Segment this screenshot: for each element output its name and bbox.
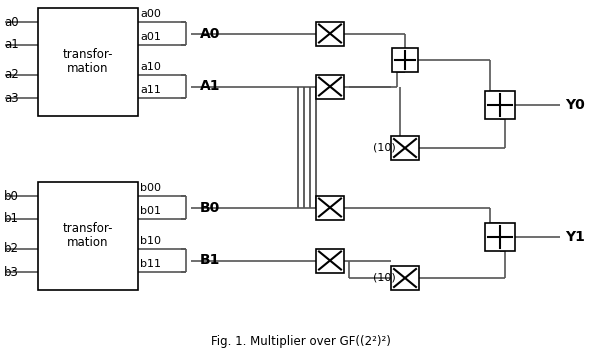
Bar	[485, 91, 515, 119]
Text: b01: b01	[140, 206, 161, 216]
Text: a01: a01	[140, 32, 161, 42]
Text: transfor-: transfor-	[63, 223, 113, 235]
Text: mation: mation	[67, 63, 109, 75]
Bar	[316, 195, 344, 219]
Bar	[391, 266, 419, 290]
Text: b2: b2	[4, 242, 19, 256]
Text: B1: B1	[200, 253, 220, 268]
Text: a3: a3	[4, 91, 19, 104]
Bar	[38, 182, 138, 290]
Text: a2: a2	[4, 69, 19, 81]
Text: b00: b00	[140, 183, 161, 193]
Text: a0: a0	[4, 16, 19, 29]
Text: B0: B0	[200, 200, 220, 215]
Text: (10): (10)	[373, 143, 396, 153]
Text: Fig. 1. Multiplier over GF((2²)²): Fig. 1. Multiplier over GF((2²)²)	[211, 336, 391, 348]
Text: A0: A0	[200, 27, 220, 40]
Text: b3: b3	[4, 266, 19, 279]
Bar	[316, 22, 344, 46]
Bar	[316, 74, 344, 98]
Text: a1: a1	[4, 39, 19, 51]
Text: mation: mation	[67, 236, 109, 250]
Text: a10: a10	[140, 62, 161, 72]
Bar	[316, 249, 344, 273]
Bar	[392, 48, 418, 72]
Text: Y0: Y0	[565, 98, 585, 112]
Text: a00: a00	[140, 9, 161, 19]
Text: b1: b1	[4, 212, 19, 225]
Bar	[38, 8, 138, 116]
Text: A1: A1	[200, 80, 220, 93]
Bar	[391, 136, 419, 160]
Text: b0: b0	[4, 189, 19, 202]
Text: (10): (10)	[373, 273, 396, 283]
Text: b11: b11	[140, 259, 161, 269]
Text: b10: b10	[140, 236, 161, 246]
Text: a11: a11	[140, 85, 161, 95]
Text: Y1: Y1	[565, 230, 585, 244]
Bar	[485, 223, 515, 251]
Text: transfor-: transfor-	[63, 48, 113, 62]
